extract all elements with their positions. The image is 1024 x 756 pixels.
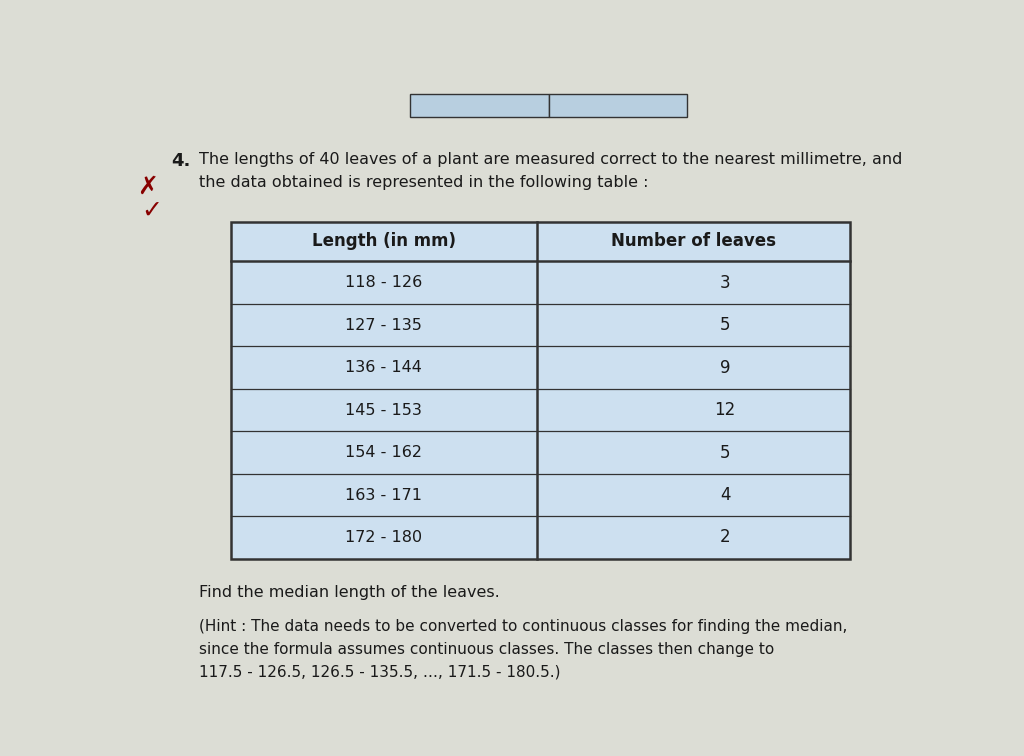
Text: 4.: 4. — [172, 152, 191, 170]
Text: 172 - 180: 172 - 180 — [345, 530, 423, 545]
Text: 163 - 171: 163 - 171 — [345, 488, 423, 503]
Text: ✗: ✗ — [137, 175, 159, 199]
Text: 2: 2 — [720, 528, 730, 547]
Text: 136 - 144: 136 - 144 — [345, 360, 422, 375]
Text: 4: 4 — [720, 486, 730, 504]
Text: 154 - 162: 154 - 162 — [345, 445, 423, 460]
Text: ✓: ✓ — [141, 198, 163, 222]
Text: 145 - 153: 145 - 153 — [345, 402, 422, 417]
Text: 5: 5 — [720, 316, 730, 334]
Text: 127 - 135: 127 - 135 — [345, 318, 422, 333]
Text: 9: 9 — [720, 358, 730, 376]
Text: 5: 5 — [720, 444, 730, 461]
Text: 118 - 126: 118 - 126 — [345, 275, 423, 290]
Text: Find the median length of the leaves.: Find the median length of the leaves. — [200, 585, 500, 600]
Bar — [231, 222, 850, 559]
Bar — [549, 94, 687, 117]
Text: The lengths of 40 leaves of a plant are measured correct to the nearest millimet: The lengths of 40 leaves of a plant are … — [200, 152, 903, 190]
Text: Number of leaves: Number of leaves — [611, 233, 776, 250]
Text: Length (in mm): Length (in mm) — [312, 233, 456, 250]
Bar — [410, 94, 549, 117]
Text: (Hint : The data needs to be converted to continuous classes for finding the med: (Hint : The data needs to be converted t… — [200, 618, 848, 680]
Text: 3: 3 — [720, 274, 730, 292]
Text: 12: 12 — [715, 401, 736, 419]
